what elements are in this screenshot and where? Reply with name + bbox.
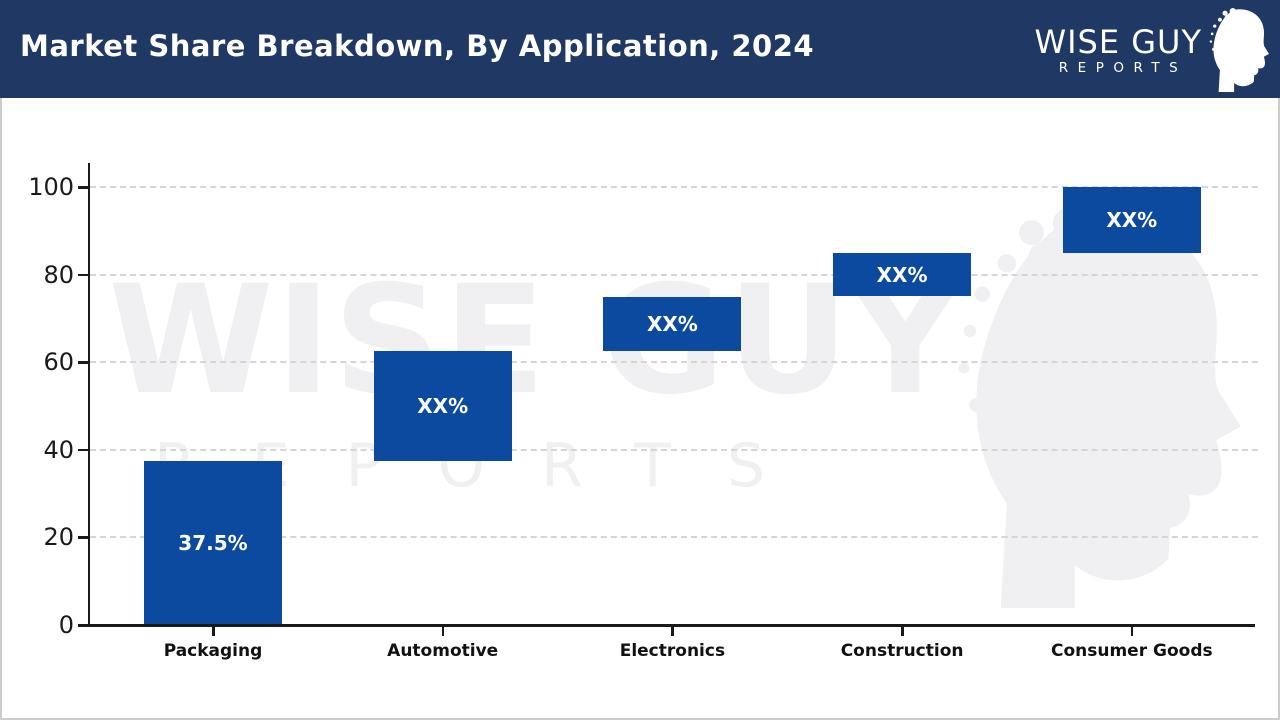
logo-wordmark: WISE GUY REPORTS — [1034, 22, 1202, 77]
x-axis-category-label: Construction — [840, 641, 964, 661]
bar: XX% — [373, 351, 512, 461]
bar: XX% — [1062, 187, 1201, 253]
y-axis-tick — [77, 186, 88, 189]
x-axis-tick — [441, 626, 445, 636]
x-axis-tick — [212, 626, 215, 636]
bar: XX% — [603, 296, 742, 352]
grid-line — [90, 448, 1258, 451]
y-axis-tick — [77, 624, 88, 627]
x-axis-line — [87, 624, 1255, 627]
x-axis-tick — [901, 626, 904, 636]
page-title: Market Share Breakdown, By Application, … — [20, 29, 815, 63]
y-axis-tick-label: 60 — [43, 348, 74, 377]
waterfall-chart: 37.5% XX% XX% XX% XX% 0 20 40 60 80 100 Packaging Au… — [2, 98, 1278, 718]
y-axis-line — [87, 163, 90, 627]
y-axis-tick — [77, 536, 88, 539]
x-axis-category-label: Packaging — [163, 641, 263, 661]
grid-line — [90, 186, 1258, 188]
y-axis-tick — [77, 448, 88, 452]
bar-value-label: 37.5% — [178, 530, 248, 555]
bar-value-label: XX% — [417, 394, 469, 418]
y-axis-tick-label: 0 — [58, 611, 74, 639]
y-axis-tick-label: 20 — [43, 523, 74, 552]
chart-panel: WISE GUY REPORTS 37.5% XX% XX% XX% XX% 0 20 40 6… — [0, 98, 1280, 720]
grid-line — [90, 536, 1258, 539]
y-axis-tick-label: 40 — [43, 435, 74, 464]
y-axis-tick-label: 100 — [28, 173, 74, 201]
header-bar: Market Share Breakdown, By Application, … — [0, 0, 1280, 98]
bar-value-label: XX% — [1106, 207, 1158, 232]
logo-primary-text: WISE GUY — [1034, 22, 1202, 61]
x-axis-category-label: Automotive — [387, 641, 499, 661]
bar-value-label: XX% — [646, 311, 698, 336]
bar: 37.5% — [144, 460, 282, 625]
grid-line — [90, 361, 1258, 364]
logo-head-icon — [1209, 8, 1270, 92]
x-axis-category-label: Electronics — [619, 641, 726, 661]
x-axis-tick — [671, 626, 674, 636]
wise-guy-logo: WISE GUY REPORTS — [1034, 8, 1272, 92]
y-axis-tick — [77, 361, 88, 364]
logo-secondary-text: REPORTS — [1058, 60, 1188, 77]
bar-value-label: XX% — [876, 262, 928, 287]
grid-line — [90, 273, 1258, 276]
y-axis-tick-label: 80 — [43, 260, 74, 289]
bar: XX% — [833, 252, 972, 297]
x-axis-tick — [1130, 626, 1134, 636]
x-axis-category-label: Consumer Goods — [1050, 641, 1213, 661]
y-axis-tick — [77, 273, 88, 277]
